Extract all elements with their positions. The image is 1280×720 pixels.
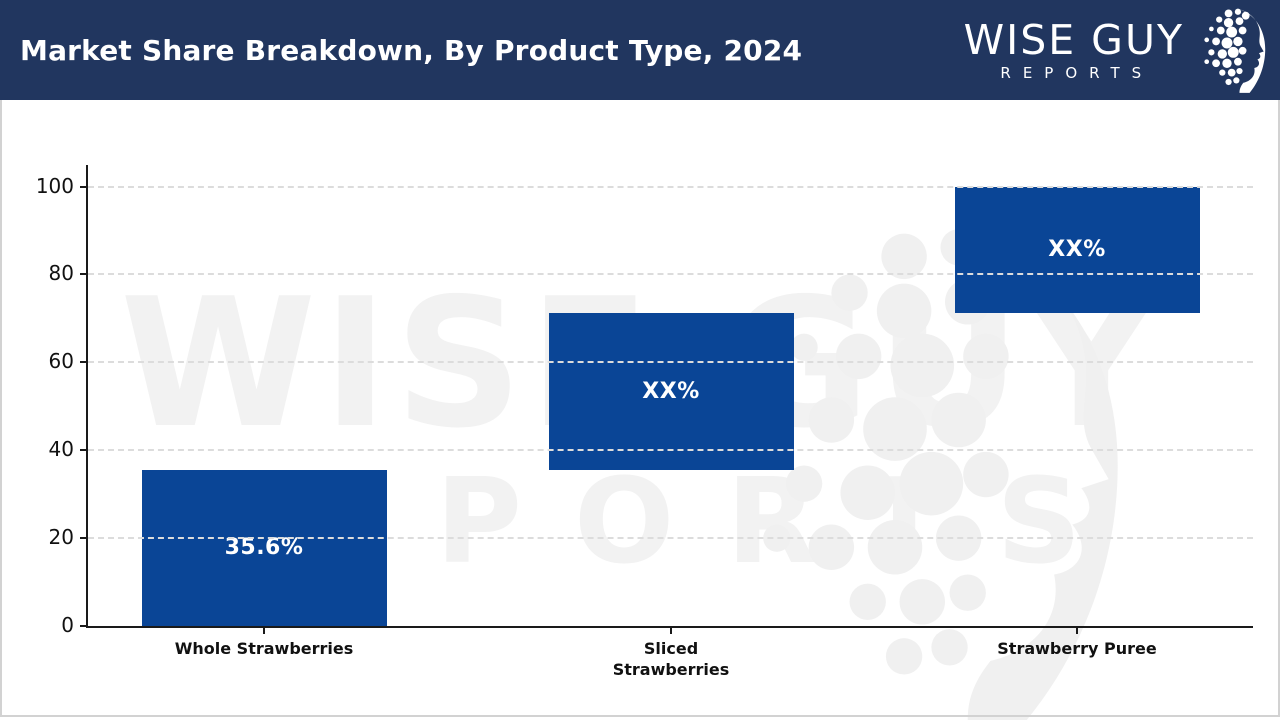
x-tick-mark: [263, 626, 265, 634]
y-tick-label: 40: [48, 437, 74, 462]
header: Market Share Breakdown, By Product Type,…: [0, 0, 1280, 100]
logo-head-icon: [1188, 7, 1266, 93]
y-tick-mark: [80, 449, 88, 452]
bar: XX%: [548, 313, 794, 470]
y-tick-label: 80: [48, 261, 74, 286]
chart-area: WISE GUY REPORTS 0 20 40 60 80 100 35.6% XX% XX%…: [0, 100, 1280, 720]
y-tick-label: 60: [48, 349, 74, 374]
frame-left: [0, 100, 2, 716]
gridline: [88, 185, 1253, 188]
y-tick-label: 20: [48, 525, 74, 550]
frame-right: [1278, 100, 1280, 716]
y-axis-line: [86, 164, 88, 628]
gridline: [88, 273, 1253, 276]
gridline: [88, 361, 1253, 364]
x-tick-label: Strawberry Puree: [997, 639, 1157, 658]
x-tick-mark: [670, 626, 672, 634]
bar: XX%: [954, 186, 1200, 314]
y-tick-mark: [80, 625, 88, 627]
brand-logo: WISE GUY REPORTS: [964, 6, 1266, 94]
bar-value-label: 35.6%: [224, 535, 304, 561]
x-tick-label: Sliced Strawberries: [612, 639, 730, 679]
gridline: [88, 537, 1253, 540]
bar-value-label: XX%: [1048, 237, 1106, 263]
y-tick-mark: [80, 361, 88, 364]
logo-subtext: REPORTS: [1000, 64, 1154, 82]
bar-value-label: XX%: [642, 378, 700, 404]
y-tick-mark: [80, 273, 88, 276]
y-tick-label: 0: [61, 613, 74, 637]
x-axis-line: [86, 626, 1253, 628]
logo-wordmark: WISE GUY: [963, 16, 1184, 64]
frame-bottom: [0, 715, 1280, 717]
x-tick-label: Whole Strawberries: [174, 639, 354, 658]
page-title: Market Share Breakdown, By Product Type,…: [20, 33, 803, 67]
y-tick-mark: [80, 185, 88, 188]
y-tick-mark: [80, 537, 88, 540]
bar: 35.6%: [141, 469, 387, 626]
y-tick-label: 100: [35, 173, 74, 198]
gridline: [88, 449, 1253, 452]
